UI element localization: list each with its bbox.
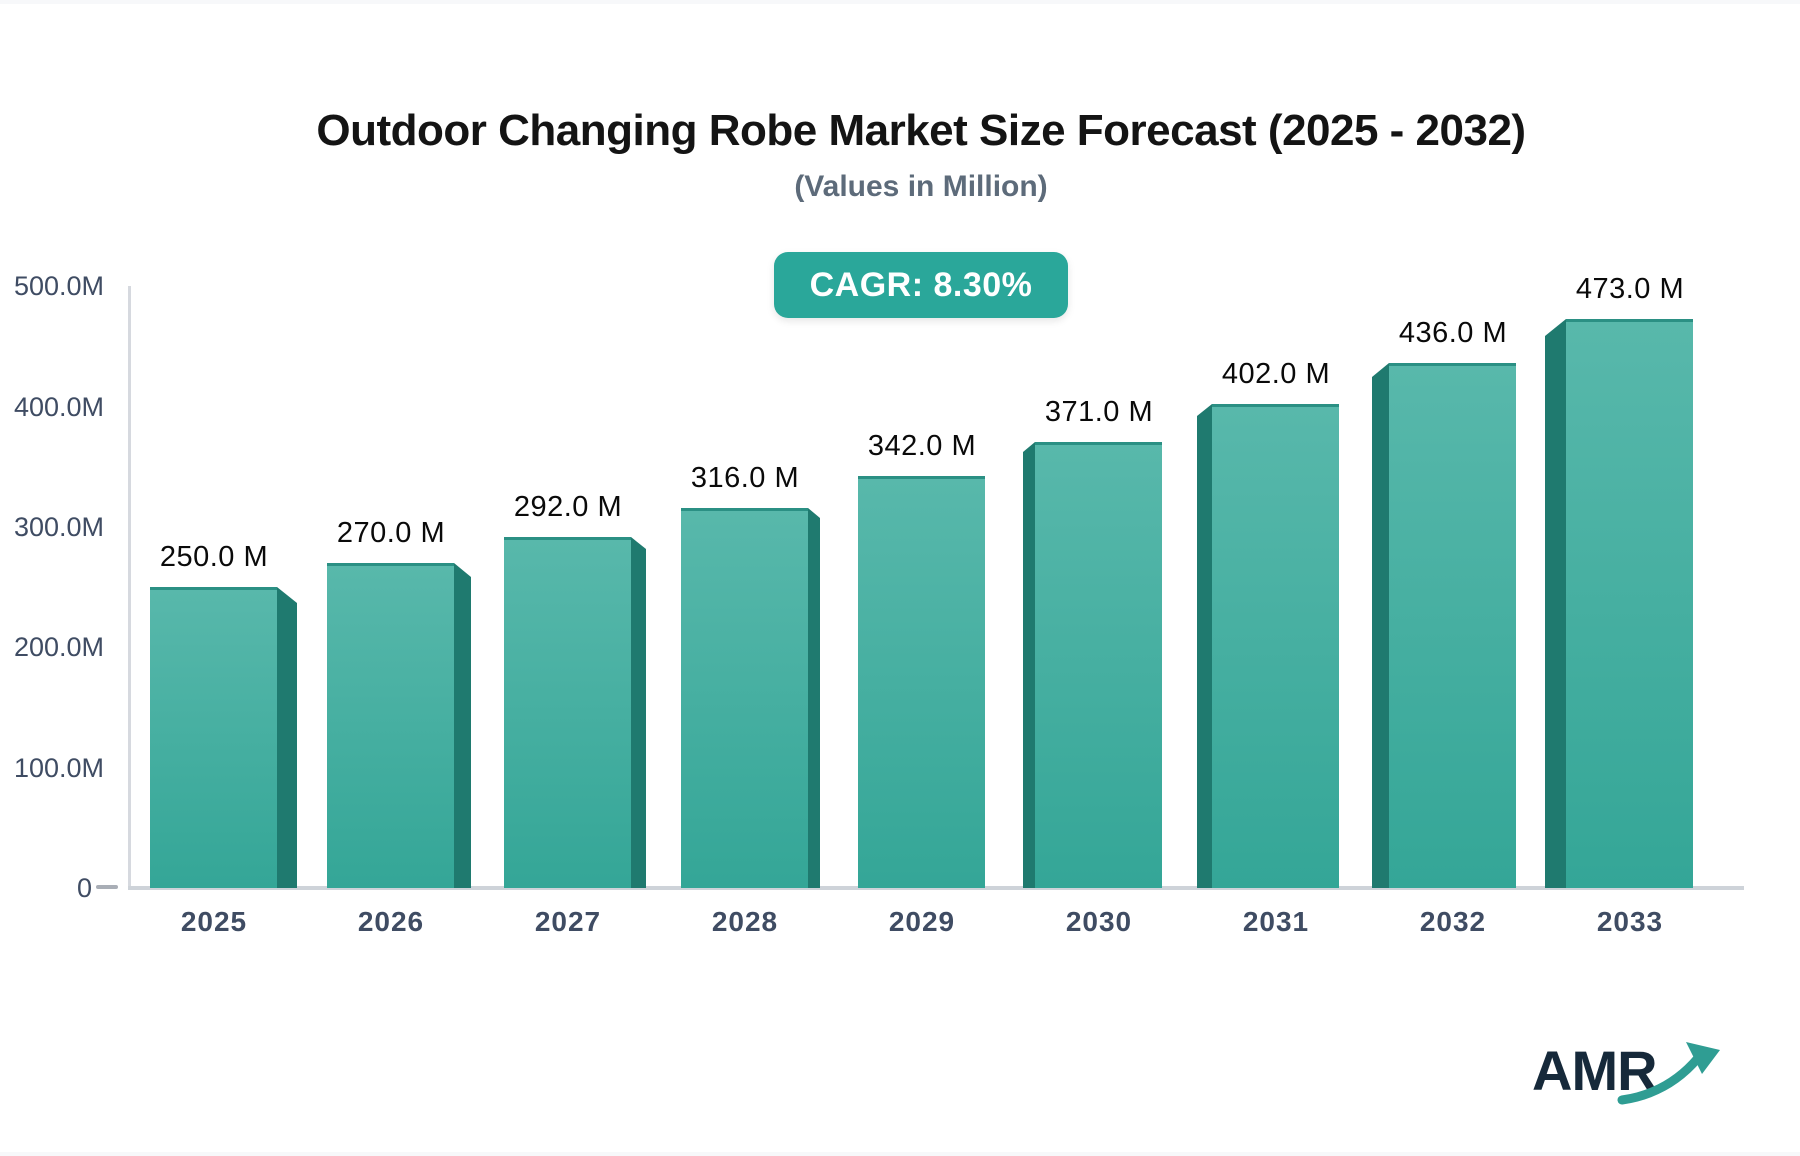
bar-3d-side-panel [454,563,471,888]
bar-value-label: 436.0 M [1398,317,1508,349]
x-tick-label: 2031 [1242,906,1310,937]
x-tick-label: 2025 [180,906,248,937]
bar-2033 [1566,319,1693,888]
bar-3d-side-panel [1197,404,1212,888]
bar-2025 [150,587,277,888]
bottom-edge-strip [0,1152,1800,1156]
chart-title: Outdoor Changing Robe Market Size Foreca… [316,106,1526,155]
bar-3d-side-panel [1023,442,1035,888]
bar-value-label: 371.0 M [1044,396,1154,428]
x-tick-label: 2027 [534,906,602,937]
y-axis-line [128,286,131,890]
amr-logo-text: AMR [1532,1039,1658,1102]
bar-3d-side-panel [808,508,820,888]
bar-2031 [1212,404,1339,888]
x-tick-label: 2026 [357,906,425,937]
y-tick-label: 300.0M [13,512,104,542]
x-tick-label: 2029 [888,906,956,937]
bar-value-label: 292.0 M [513,491,623,523]
bar-2032 [1389,363,1516,888]
bar-2026 [327,563,454,888]
bar-value-label: 316.0 M [690,462,800,494]
bar-3d-side-panel [631,537,646,888]
x-tick-label: 2033 [1596,906,1664,937]
y-tick-label: 100.0M [13,753,104,783]
cagr-badge: CAGR: 8.30% [773,252,1069,318]
y-tick-label: 200.0M [13,632,104,662]
bar-3d-side-panel [1545,319,1566,888]
x-axis-line [128,886,1744,890]
amr-logo: AMR [1532,1038,1732,1108]
bar-2027 [504,537,631,888]
badge-row: CAGR: 8.30% [42,252,1800,318]
bar-2030 [1035,442,1162,888]
bar-2029 [858,476,985,888]
x-tick-label: 2028 [711,906,779,937]
bar-value-label: 402.0 M [1221,358,1331,390]
bar-2028 [681,508,808,888]
bar-3d-side-panel [277,587,297,888]
bar-value-label: 342.0 M [867,430,977,462]
x-tick-label: 2032 [1419,906,1487,937]
growth-arrow-icon [1617,1042,1720,1105]
bar-value-label: 473.0 M [1575,273,1685,305]
bar-3d-side-panel [1372,363,1389,888]
bar-value-label: 250.0 M [159,541,269,573]
y-tick-label: 400.0M [13,392,104,422]
zero-tick-dash [96,885,118,889]
bar-value-label: 270.0 M [336,517,446,549]
top-edge-strip [0,0,1800,4]
chart-subtitle: (Values in Million) [794,170,1048,203]
y-tick-label: 500.0M [13,271,104,301]
y-tick-label: 0 [76,873,92,903]
x-tick-label: 2030 [1065,906,1133,937]
